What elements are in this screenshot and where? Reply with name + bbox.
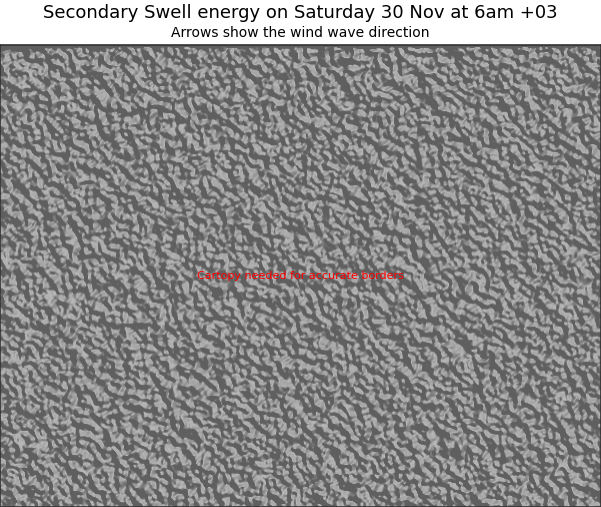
Text: Cartopy needed for accurate borders: Cartopy needed for accurate borders <box>197 271 404 281</box>
Text: Secondary Swell energy on Saturday 30 Nov at 6am +03: Secondary Swell energy on Saturday 30 No… <box>43 5 558 22</box>
Text: Arrows show the wind wave direction: Arrows show the wind wave direction <box>171 26 430 41</box>
